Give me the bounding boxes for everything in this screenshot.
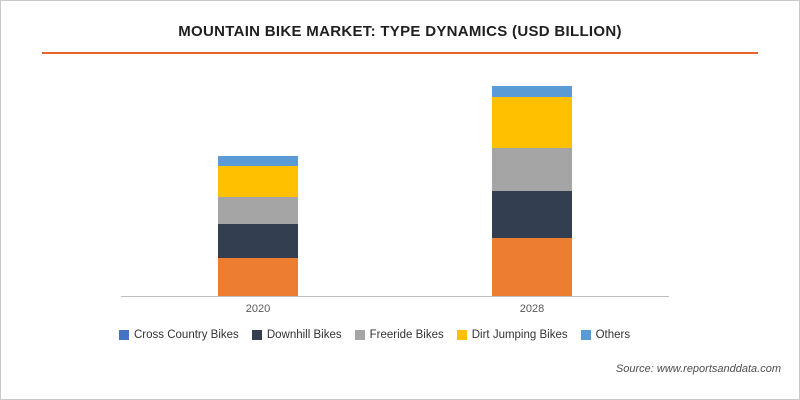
bar-segment	[492, 96, 572, 148]
legend: Cross Country Bikes Downhill Bikes Freerid…	[119, 329, 630, 341]
bar-segment	[218, 166, 298, 197]
x-tick-label: 2028	[519, 303, 545, 315]
bar-segment	[218, 196, 298, 225]
bar-segment	[492, 86, 572, 97]
legend-swatch-icon	[251, 330, 262, 340]
legend-label: Cross Country Bikes	[134, 329, 239, 341]
legend-swatch-icon	[354, 330, 365, 340]
x-axis: 2020 2028	[121, 303, 669, 319]
title-underline	[42, 52, 758, 54]
legend-item: Cross Country Bikes	[119, 329, 239, 341]
legend-swatch-icon	[119, 330, 129, 340]
legend-label: Others	[595, 329, 631, 341]
bar-segment	[218, 258, 298, 296]
legend-label: Downhill Bikes	[266, 329, 342, 341]
x-tick-label: 2020	[245, 303, 271, 315]
bar-segment	[492, 237, 572, 296]
legend-item: Dirt Jumping Bikes	[456, 329, 568, 341]
plot-area	[121, 71, 669, 297]
bar-segment	[492, 147, 572, 191]
source-note: Source: www.reportsanddata.com	[615, 363, 781, 375]
legend-item: Downhill Bikes	[251, 329, 342, 341]
legend-label: Freeride Bikes	[369, 329, 444, 341]
bar-2020	[218, 155, 298, 296]
bar-segment	[492, 190, 572, 238]
bar-segment	[218, 224, 298, 259]
legend-item: Freeride Bikes	[354, 329, 444, 341]
legend-swatch-icon	[456, 330, 467, 340]
legend-label: Dirt Jumping Bikes	[471, 329, 568, 341]
bar-segment	[218, 155, 298, 167]
legend-swatch-icon	[580, 330, 591, 340]
legend-item: Others	[580, 329, 631, 341]
chart-title: MOUNTAIN BIKE MARKET: TYPE DYNAMICS (USD…	[178, 23, 622, 40]
bar-2028	[492, 86, 572, 296]
